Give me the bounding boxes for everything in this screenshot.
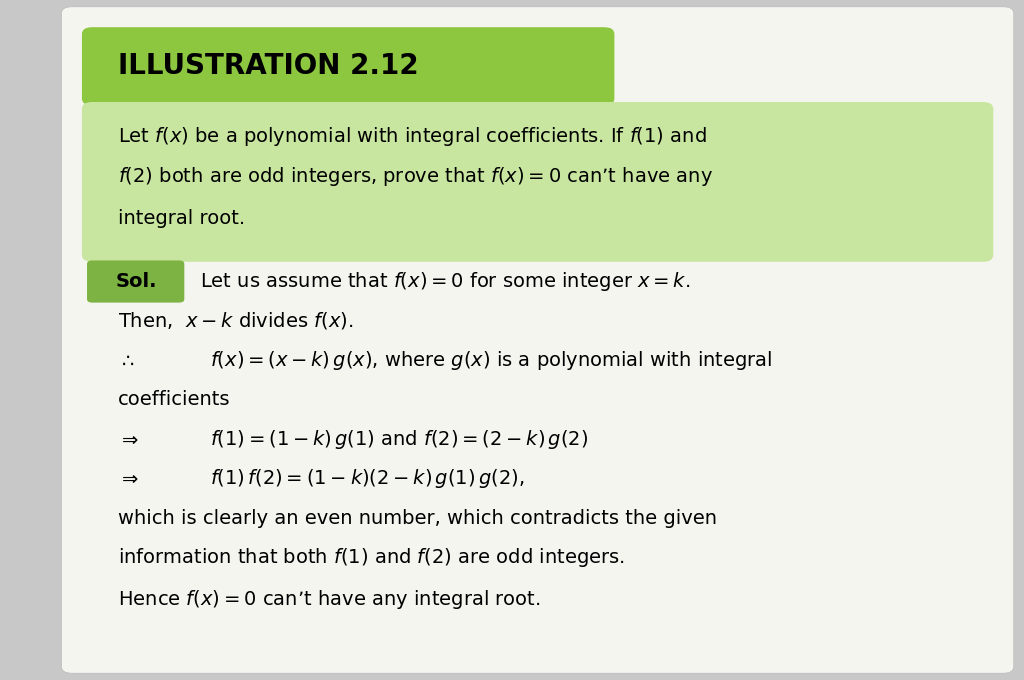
FancyBboxPatch shape [61,7,1014,673]
Text: Then,  $x - k$ divides $f(x)$.: Then, $x - k$ divides $f(x)$. [118,311,353,331]
FancyBboxPatch shape [87,260,184,303]
Text: $\Rightarrow$: $\Rightarrow$ [118,430,139,449]
Text: coefficients: coefficients [118,390,230,409]
Text: Hence $f(x) = 0$ can’t have any integral root.: Hence $f(x) = 0$ can’t have any integral… [118,588,540,611]
Text: $f(2)$ both are odd integers, prove that $f(x) = 0$ can’t have any: $f(2)$ both are odd integers, prove that… [118,165,713,188]
FancyBboxPatch shape [82,27,614,105]
Text: $f(1)\,f(2) = (1-k)(2-k)\,g(1)\,g(2),$: $f(1)\,f(2) = (1-k)(2-k)\,g(1)\,g(2),$ [210,467,524,490]
Text: $\Rightarrow$: $\Rightarrow$ [118,469,139,488]
Text: ILLUSTRATION 2.12: ILLUSTRATION 2.12 [118,52,419,80]
Text: integral root.: integral root. [118,209,245,228]
Text: $f(1) = (1-k)\,g(1)$ and $f(2) = (2-k)\,g(2)$: $f(1) = (1-k)\,g(1)$ and $f(2) = (2-k)\,… [210,428,588,451]
FancyBboxPatch shape [82,102,993,262]
Text: which is clearly an even number, which contradicts the given: which is clearly an even number, which c… [118,509,717,528]
Text: information that both $f(1)$ and $f(2)$ are odd integers.: information that both $f(1)$ and $f(2)$ … [118,546,625,569]
Text: Let us assume that $f(x) = 0$ for some integer $x = k$.: Let us assume that $f(x) = 0$ for some i… [200,270,690,293]
Text: $\therefore$: $\therefore$ [118,351,135,370]
Text: Let $f(x)$ be a polynomial with integral coefficients. If $f(1)$ and: Let $f(x)$ be a polynomial with integral… [118,124,707,148]
Text: Sol.: Sol. [116,272,157,291]
Text: $f(x) = (x-k)\,g(x)$, where $g(x)$ is a polynomial with integral: $f(x) = (x-k)\,g(x)$, where $g(x)$ is a … [210,349,772,372]
